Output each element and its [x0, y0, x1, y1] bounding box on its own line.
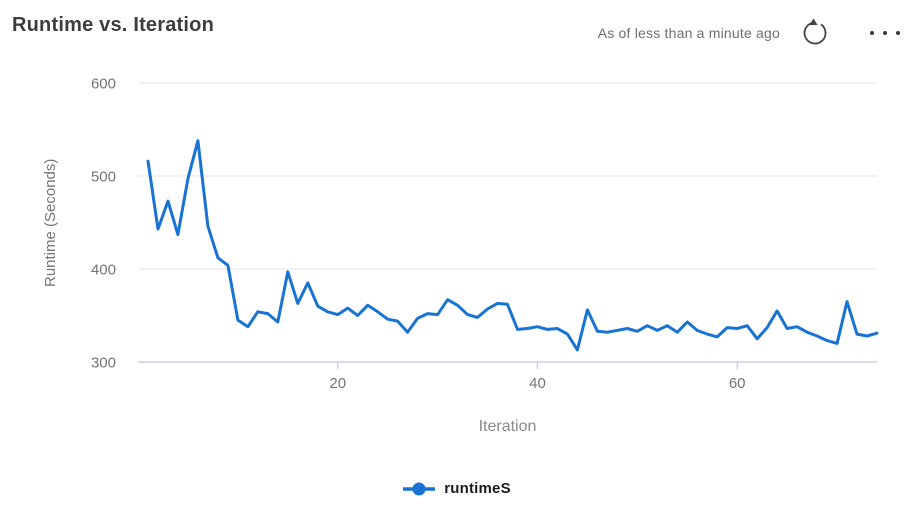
legend: runtimeS [0, 480, 914, 497]
ellipsis-icon [870, 31, 900, 35]
y-tick-label: 500 [91, 169, 116, 186]
x-axis-title: Iteration [478, 418, 537, 435]
page-title: Runtime vs. Iteration [12, 14, 215, 36]
legend-item-runtimes[interactable]: runtimeS [403, 480, 511, 497]
legend-line-marker-icon [403, 482, 436, 495]
y-tick-label: 600 [91, 76, 116, 93]
y-tick-label: 300 [91, 355, 116, 372]
y-axis-title: Runtime (Seconds) [42, 158, 59, 288]
y-tick-label: 400 [91, 262, 116, 279]
x-tick-label: 20 [329, 375, 346, 392]
refresh-button[interactable] [800, 18, 830, 48]
x-tick-label: 40 [529, 375, 546, 392]
series-line-runtimeS [146, 139, 879, 352]
refresh-icon [803, 18, 827, 45]
legend-label: runtimeS [444, 480, 511, 497]
header-actions: As of less than a minute ago [598, 18, 904, 48]
last-refresh-text: As of less than a minute ago [597, 25, 780, 41]
x-tick-label: 60 [729, 375, 746, 392]
more-options-button[interactable] [866, 18, 904, 48]
